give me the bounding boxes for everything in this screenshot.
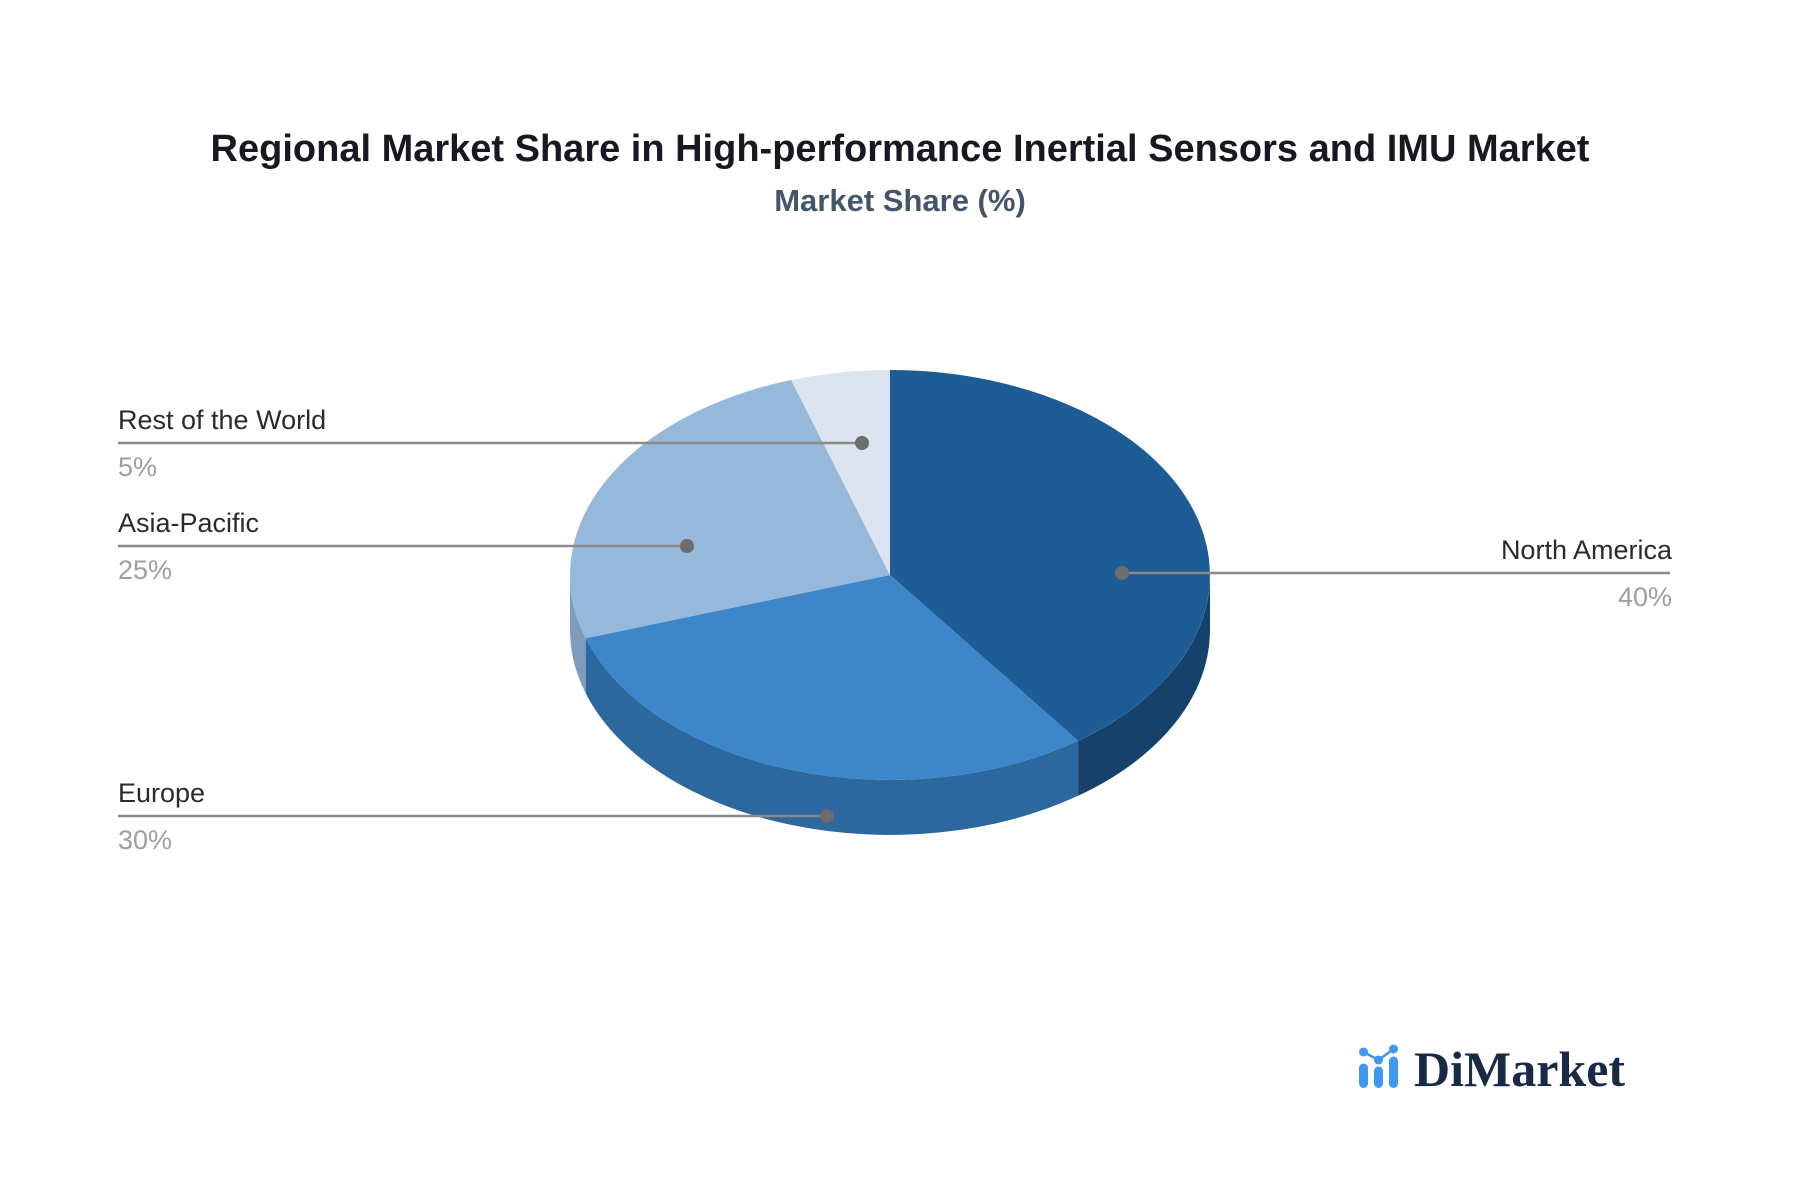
logo-bar-line-chart-icon — [1359, 1044, 1398, 1088]
logo-bar-1 — [1359, 1063, 1368, 1088]
label-asia-pacific: Asia-Pacific — [118, 508, 260, 538]
logo-bar-2 — [1374, 1066, 1383, 1088]
label-north-america: North America — [1500, 535, 1672, 565]
logo-dot-3 — [1389, 1044, 1398, 1054]
value-north-america: 40% — [1617, 582, 1672, 612]
pie-top-faces — [570, 369, 1210, 780]
chart-subtitle: Market Share (%) — [774, 183, 1026, 218]
logo-dot-1 — [1359, 1047, 1368, 1057]
label-europe: Europe — [118, 778, 206, 808]
pie-slice-north-america[interactable] — [890, 370, 1210, 741]
leader-dot-rest-of-the-world — [855, 436, 869, 450]
leader-dot-europe — [820, 809, 834, 823]
pie-slice-side-north-america — [1078, 575, 1210, 796]
value-europe: 30% — [118, 825, 173, 855]
pie-side-walls — [570, 575, 1210, 835]
pie-slice-side-asia-pacific — [570, 575, 586, 694]
leader-dot-asia-pacific — [680, 539, 694, 553]
label-rest-of-the-world: Rest of the World — [118, 405, 327, 435]
logo-dot-2 — [1374, 1055, 1383, 1065]
chart-title: Regional Market Share in High-performanc… — [210, 128, 1590, 170]
leader-lines — [118, 436, 1670, 823]
value-asia-pacific: 25% — [118, 555, 173, 585]
pie-slice-rest-of-the-world[interactable] — [791, 369, 890, 575]
pie-slice-side-europe — [585, 638, 1079, 835]
pie-slice-asia-pacific[interactable] — [570, 380, 890, 639]
value-rest-of-the-world: 5% — [118, 452, 158, 482]
brand-logo: DiMarket — [1355, 1042, 1685, 1102]
pie-slice-europe[interactable] — [585, 575, 1079, 780]
logo-bar-3 — [1389, 1056, 1398, 1088]
leader-dot-north-america — [1115, 566, 1129, 580]
brand-name: DiMarket — [1414, 1041, 1626, 1097]
